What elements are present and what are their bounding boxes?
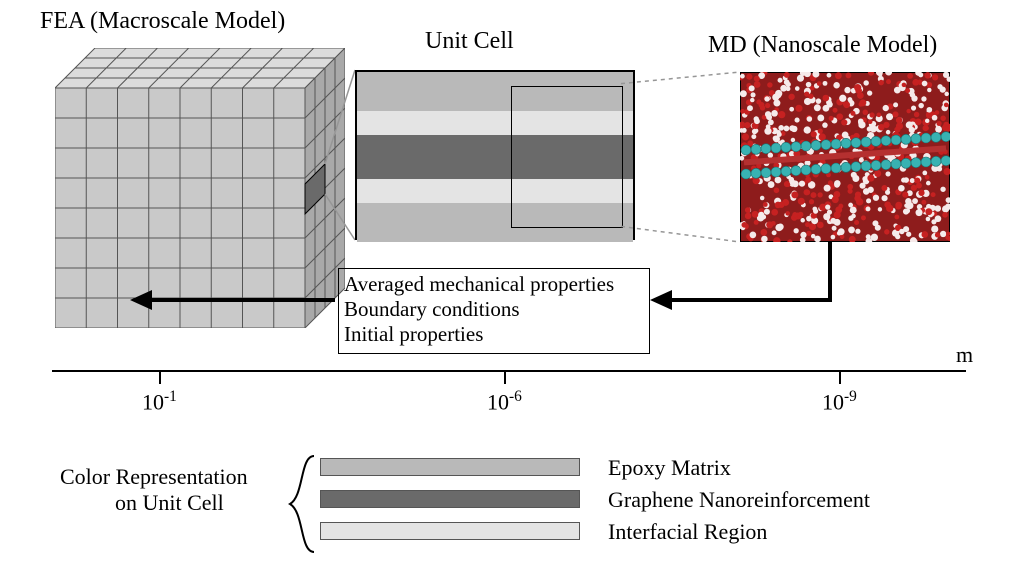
legend-brace <box>286 454 316 554</box>
legend-label: Epoxy Matrix <box>608 455 731 481</box>
axis-tick-label: 10-6 <box>487 388 522 415</box>
legend-swatch <box>320 490 580 508</box>
legend-title-line1: Color Representation <box>60 464 248 490</box>
axis-tick-label: 10-9 <box>822 388 857 415</box>
legend-label: Graphene Nanoreinforcement <box>608 487 870 513</box>
legend-swatch <box>320 522 580 540</box>
axis-tick <box>839 370 841 384</box>
axis-unit: m <box>956 342 973 368</box>
legend-swatch <box>320 458 580 476</box>
legend-title-line2: on Unit Cell <box>115 490 224 516</box>
axis-tick-label: 10-1 <box>142 388 177 415</box>
axis-tick <box>504 370 506 384</box>
axis-tick <box>159 370 161 384</box>
scale-axis <box>52 370 966 372</box>
legend-label: Interfacial Region <box>608 519 767 545</box>
